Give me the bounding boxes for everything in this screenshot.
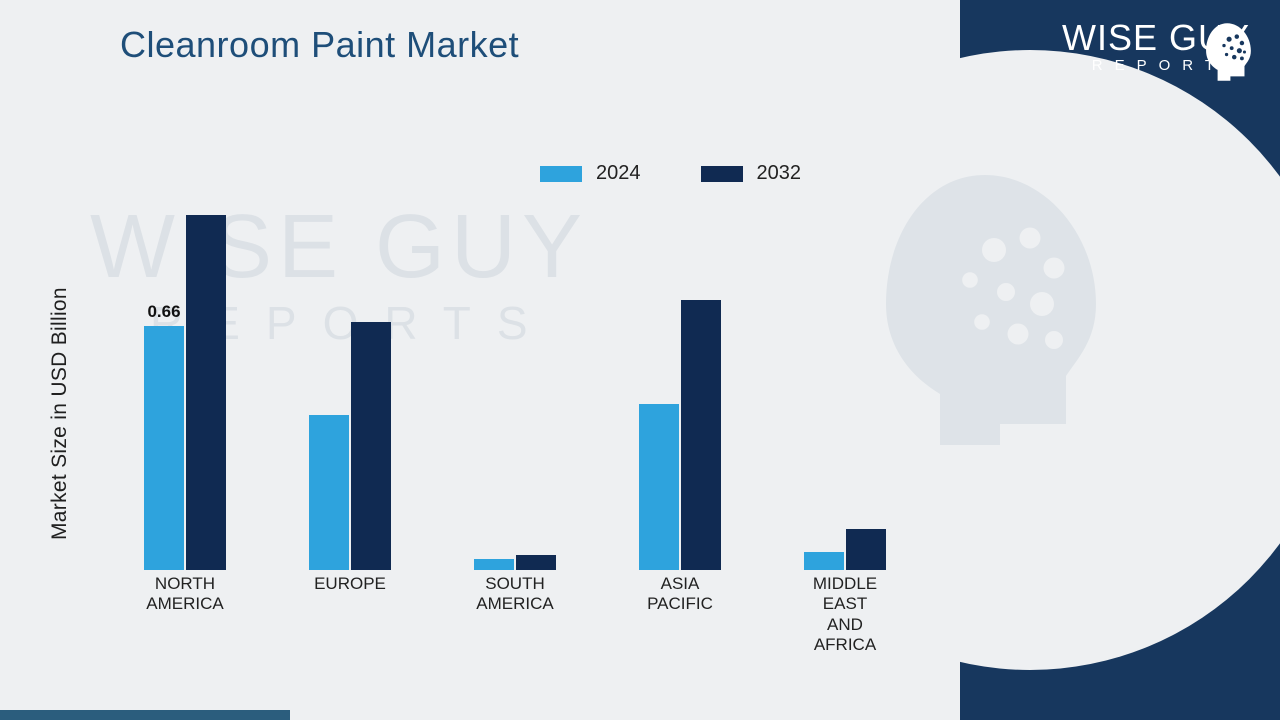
category-label: MIDDLEEASTANDAFRICA xyxy=(770,574,920,656)
bar-2032 xyxy=(846,529,886,570)
category-label: SOUTHAMERICA xyxy=(440,574,590,615)
legend-item: 2024 xyxy=(540,162,641,185)
category-label: EUROPE xyxy=(275,574,425,594)
bar-2024 xyxy=(639,404,679,571)
legend-label: 2024 xyxy=(596,162,641,185)
chart-title: Cleanroom Paint Market xyxy=(120,24,519,66)
bar-group: SOUTHAMERICA xyxy=(440,200,590,570)
bar-2032 xyxy=(681,300,721,570)
bottom-accent-bar xyxy=(0,710,290,720)
y-axis-label: Market Size in USD Billion xyxy=(48,287,72,540)
bar-chart: 0.66NORTHAMERICAEUROPESOUTHAMERICAASIAPA… xyxy=(110,200,930,570)
bar-group: 0.66NORTHAMERICA xyxy=(110,200,260,570)
bar-pair: 0.66 xyxy=(110,200,260,570)
bar-2024 xyxy=(474,559,514,570)
bar-group: ASIAPACIFIC xyxy=(605,200,755,570)
legend-item: 2032 xyxy=(701,162,802,185)
logo-head-icon xyxy=(1192,20,1256,84)
bar-2024 xyxy=(804,552,844,571)
brand-logo: WISE GUY REPORTS xyxy=(990,20,1250,73)
bar-pair xyxy=(275,200,425,570)
bar-2024 xyxy=(309,415,349,570)
legend: 2024 2032 xyxy=(540,162,801,185)
bar-pair xyxy=(770,200,920,570)
category-label: NORTHAMERICA xyxy=(110,574,260,615)
bar-2032 xyxy=(186,215,226,570)
bar-2024 xyxy=(144,326,184,570)
category-label: ASIAPACIFIC xyxy=(605,574,755,615)
value-label: 0.66 xyxy=(134,302,194,322)
bar-2032 xyxy=(351,322,391,570)
legend-swatch xyxy=(540,166,582,182)
legend-swatch xyxy=(701,166,743,182)
bar-2032 xyxy=(516,555,556,570)
bar-pair xyxy=(440,200,590,570)
bar-group: MIDDLEEASTANDAFRICA xyxy=(770,200,920,570)
bar-pair xyxy=(605,200,755,570)
bar-group: EUROPE xyxy=(275,200,425,570)
legend-label: 2032 xyxy=(757,162,802,185)
